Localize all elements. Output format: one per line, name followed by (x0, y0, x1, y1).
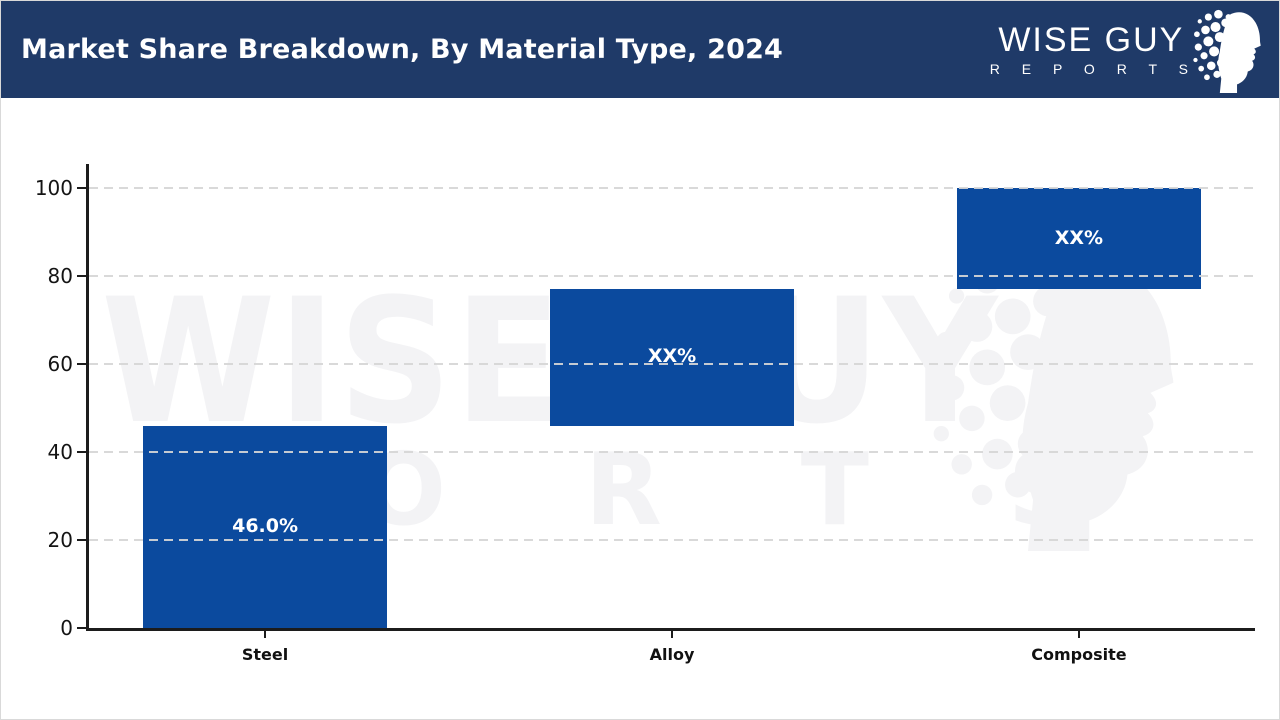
y-axis-spine (86, 164, 89, 631)
x-tick-mark (1077, 631, 1080, 638)
chart-title: Market Share Breakdown, By Material Type… (21, 34, 784, 65)
plot-area: 0 20 40 60 80 100 46.0% Steel XX% Alloy XX% Composi… (35, 164, 1255, 664)
bar-value-label: XX% (1054, 226, 1104, 249)
y-tick-label: 80 (47, 264, 73, 288)
chart-area: WISE GUY P O R T S 0 20 40 60 80 100 46.0% Stee (1, 98, 1279, 719)
x-tick-mark (264, 631, 267, 638)
y-tick-label: 20 (47, 528, 73, 552)
y-tick-label: 0 (60, 616, 73, 640)
bar-alloy (550, 289, 794, 426)
x-category-label: Steel (241, 645, 289, 664)
x-axis-spine (86, 628, 1255, 631)
logo-subtext: R E P O R T S (989, 60, 1197, 77)
logo-text: WISE GUY R E P O R T S (986, 23, 1197, 77)
bar-value-label: XX% (647, 345, 697, 368)
y-tick-label: 100 (34, 176, 73, 200)
y-tick-mark (77, 451, 86, 453)
y-tick-mark (77, 275, 86, 277)
y-tick-mark (77, 539, 86, 541)
x-category-label: Composite (1031, 645, 1127, 664)
wiseguy-logo: WISE GUY R E P O R T S (986, 7, 1267, 93)
y-tick-mark (77, 363, 86, 365)
y-tick-mark (77, 187, 86, 189)
x-category-label: Alloy (649, 645, 695, 664)
bar-value-label: 46.0% (232, 514, 299, 537)
bar-steel (143, 425, 388, 628)
y-tick-label: 60 (47, 352, 73, 376)
logo-face-icon (1193, 9, 1261, 93)
logo-wordmark: WISE GUY (998, 20, 1185, 59)
y-tick-label: 40 (47, 440, 73, 464)
header: Market Share Breakdown, By Material Type… (1, 1, 1279, 98)
x-tick-mark (671, 631, 673, 638)
y-tick-mark (77, 627, 86, 629)
